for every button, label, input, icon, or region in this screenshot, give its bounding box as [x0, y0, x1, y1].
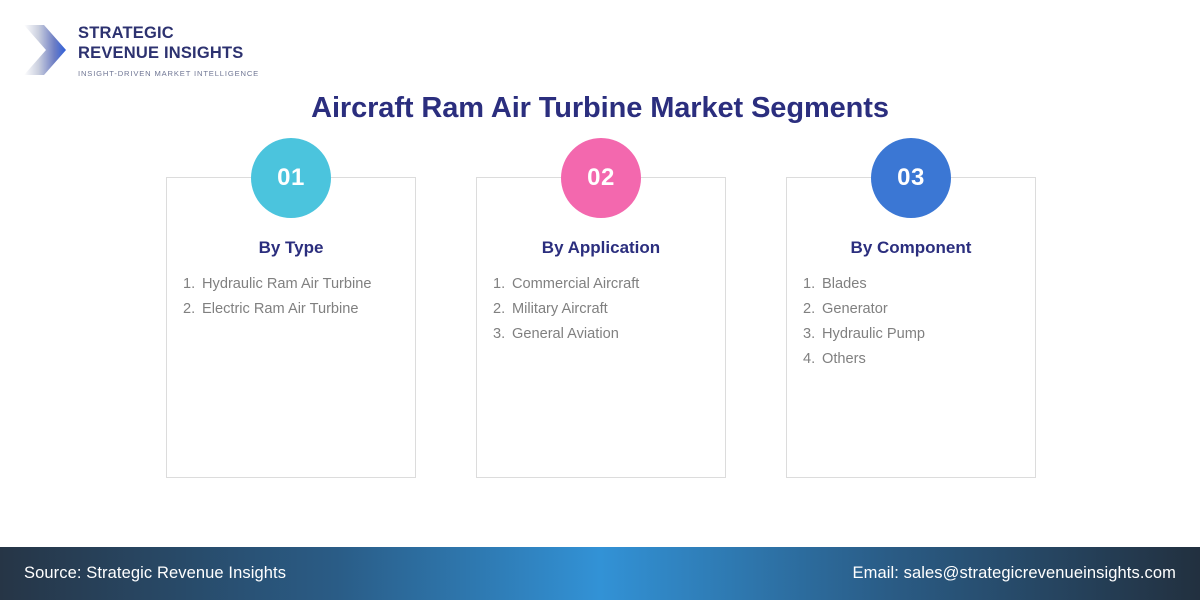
- brand-name-line2: REVENUE INSIGHTS: [78, 43, 244, 62]
- segment-badge-1: 01: [251, 138, 331, 218]
- list-item-number: 2.: [803, 301, 816, 318]
- list-item-label: Military Aircraft: [512, 301, 608, 318]
- brand-tagline: INSIGHT-DRIVEN MARKET INTELLIGENCE: [78, 68, 260, 78]
- segment-list-2: 1. Commercial Aircraft 2. Military Aircr…: [493, 272, 715, 347]
- list-item-label: Electric Ram Air Turbine: [202, 301, 359, 318]
- list-item-number: 2.: [183, 301, 196, 318]
- segment-list-1: 1. Hydraulic Ram Air Turbine 2. Electric…: [183, 272, 405, 322]
- list-item: 4. Others: [803, 347, 1025, 372]
- list-item-number: 4.: [803, 351, 816, 368]
- list-item-label: Blades: [822, 276, 867, 292]
- list-item-label: General Aviation: [512, 326, 619, 343]
- brand-name-line1: STRATEGIC: [78, 24, 174, 43]
- segment-card-3: 03 By Component 1. Blades 2. Generator 3…: [786, 138, 1036, 478]
- page-title: Aircraft Ram Air Turbine Market Segments: [311, 92, 889, 124]
- chevron-right-logo-icon: [24, 25, 66, 75]
- brand-logo: STRATEGIC REVENUE INSIGHTS INSIGHT-DRIVE…: [22, 22, 259, 78]
- segment-badge-3: 03: [871, 138, 951, 218]
- footer-email: Email: sales@strategicrevenueinsights.co…: [852, 564, 1176, 582]
- list-item-number: 2.: [493, 301, 506, 318]
- segment-badge-2: 02: [561, 138, 641, 218]
- segment-number-2: 02: [587, 164, 615, 191]
- segment-card-1: 01 By Type 1. Hydraulic Ram Air Turbine …: [166, 138, 416, 478]
- list-item-number: 3.: [803, 326, 816, 343]
- list-item-number: 1.: [183, 276, 196, 292]
- list-item: 2. Electric Ram Air Turbine: [183, 297, 405, 322]
- list-item-label: Hydraulic Ram Air Turbine: [202, 276, 372, 292]
- list-item: 1. Blades: [803, 272, 1025, 297]
- segment-heading-3: By Component: [850, 238, 972, 257]
- list-item: 1. Commercial Aircraft: [493, 272, 715, 297]
- footer-bar: Source: Strategic Revenue Insights Email…: [0, 547, 1200, 600]
- list-item-label: Hydraulic Pump: [822, 326, 926, 343]
- list-item: 2. Military Aircraft: [493, 297, 715, 322]
- segment-heading-2: By Application: [541, 238, 661, 257]
- segment-card-2: 02 By Application 1. Commercial Aircraft…: [476, 138, 726, 478]
- list-item-number: 1.: [493, 276, 506, 292]
- segment-number-1: 01: [277, 164, 305, 191]
- footer-source: Source: Strategic Revenue Insights: [24, 564, 287, 582]
- list-item: 3. Hydraulic Pump: [803, 322, 1025, 347]
- segment-list-3: 1. Blades 2. Generator 3. Hydraulic Pump…: [803, 272, 1025, 372]
- segment-heading-1: By Type: [258, 238, 324, 257]
- list-item: 2. Generator: [803, 297, 1025, 322]
- list-item: 1. Hydraulic Ram Air Turbine: [183, 272, 405, 297]
- list-item: 3. General Aviation: [493, 322, 715, 347]
- segment-cards-container: 01 By Type 1. Hydraulic Ram Air Turbine …: [166, 138, 1036, 478]
- list-item-label: Generator: [822, 301, 888, 318]
- list-item-label: Commercial Aircraft: [512, 276, 640, 292]
- list-item-label: Others: [822, 351, 866, 368]
- brand-logo-text: STRATEGIC REVENUE INSIGHTS INSIGHT-DRIVE…: [78, 22, 259, 77]
- list-item-number: 1.: [803, 276, 816, 292]
- list-item-number: 3.: [493, 326, 506, 343]
- segment-number-3: 03: [897, 164, 925, 191]
